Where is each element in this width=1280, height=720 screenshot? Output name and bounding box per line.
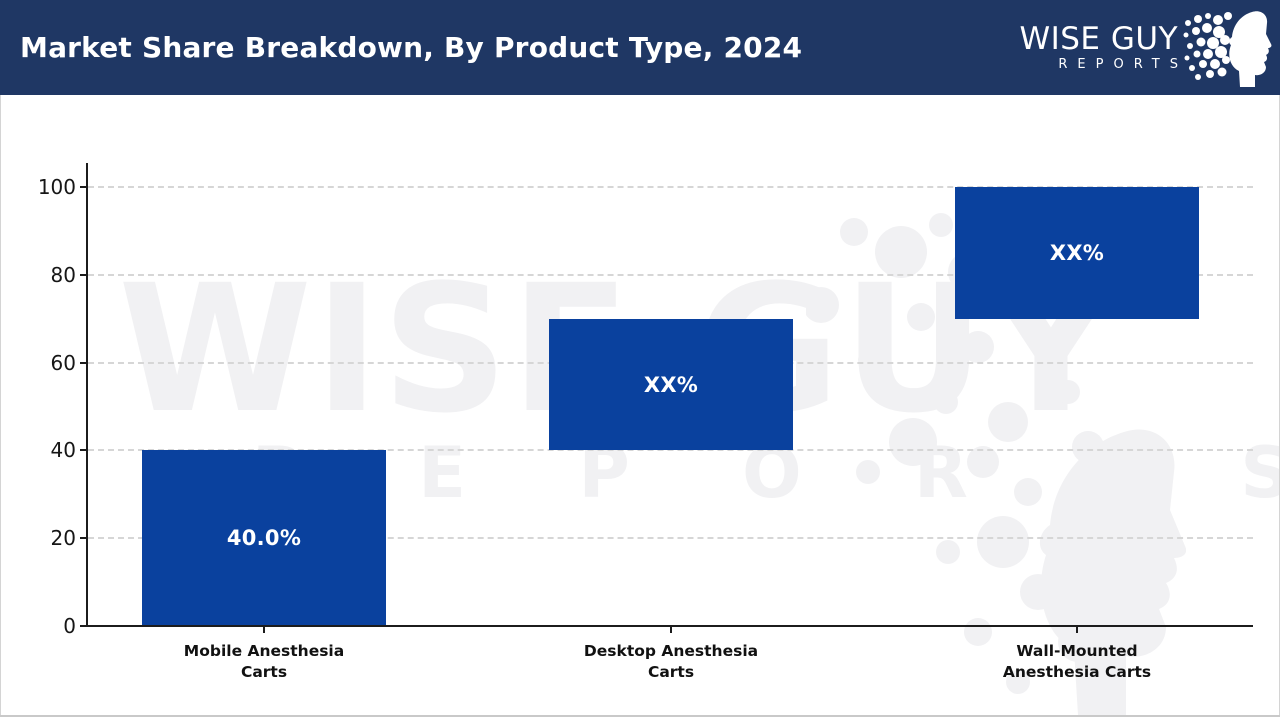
x-tick-mark-0 [263, 627, 265, 633]
x-category-label-line: Wall-Mounted [1016, 642, 1138, 660]
y-tick-label-60: 60 [50, 350, 76, 375]
bar-segment-2: XX% [955, 187, 1199, 319]
header: Market Share Breakdown, By Product Type,… [0, 0, 1280, 95]
y-tick-mark-40 [80, 449, 87, 452]
gridline-80 [88, 273, 1253, 276]
x-category-label-line: Mobile Anesthesia [183, 642, 345, 660]
gridline-40 [88, 449, 1253, 452]
y-tick-mark-60 [80, 361, 87, 364]
gridline-20 [88, 537, 1253, 540]
x-tick-mark-1 [670, 627, 672, 633]
gridline-100 [88, 186, 1253, 188]
bottom-divider [0, 715, 1280, 717]
y-tick-label-20: 20 [50, 526, 76, 551]
chart-title: Market Share Breakdown, By Product Type,… [20, 31, 803, 64]
y-axis-line [86, 163, 88, 626]
y-tick-mark-20 [80, 537, 87, 540]
y-tick-mark-100 [80, 186, 87, 188]
x-category-label-2: Wall-Mounted Anesthesia Carts [942, 641, 1212, 683]
brand-wordmark: WISE GUY [1019, 21, 1178, 57]
x-category-label-line: Carts [647, 663, 695, 681]
x-category-label-line: Anesthesia Carts [1002, 663, 1152, 681]
bar-value-label-0: 40.0% [226, 526, 302, 551]
x-category-label-1: Desktop Anesthesia Carts [536, 641, 806, 683]
x-tick-mark-2 [1076, 627, 1078, 633]
bar-value-label-2: XX% [1049, 240, 1105, 265]
y-tick-mark-80 [80, 273, 87, 276]
bar-segment-1: XX% [549, 318, 793, 451]
x-category-label-line: Desktop Anesthesia [583, 642, 759, 660]
bar-value-label-1: XX% [643, 372, 699, 397]
brand-logo: WISE GUY REPORTS [1019, 8, 1272, 88]
y-tick-label-40: 40 [50, 438, 76, 463]
x-category-label-line: Carts [240, 663, 288, 681]
brand-logo-text: WISE GUY REPORTS [1019, 22, 1178, 74]
y-tick-mark-0 [80, 625, 87, 627]
x-category-label-0: Mobile Anesthesia Carts [129, 641, 399, 683]
brand-subtext: REPORTS [1058, 57, 1188, 72]
brand-head-icon [1183, 11, 1272, 87]
y-tick-label-80: 80 [50, 262, 76, 287]
bar-segment-0: 40.0% [142, 450, 386, 626]
y-tick-label-0: 0 [63, 614, 76, 638]
x-axis-line [86, 625, 1253, 627]
y-tick-label-100: 100 [37, 175, 76, 199]
